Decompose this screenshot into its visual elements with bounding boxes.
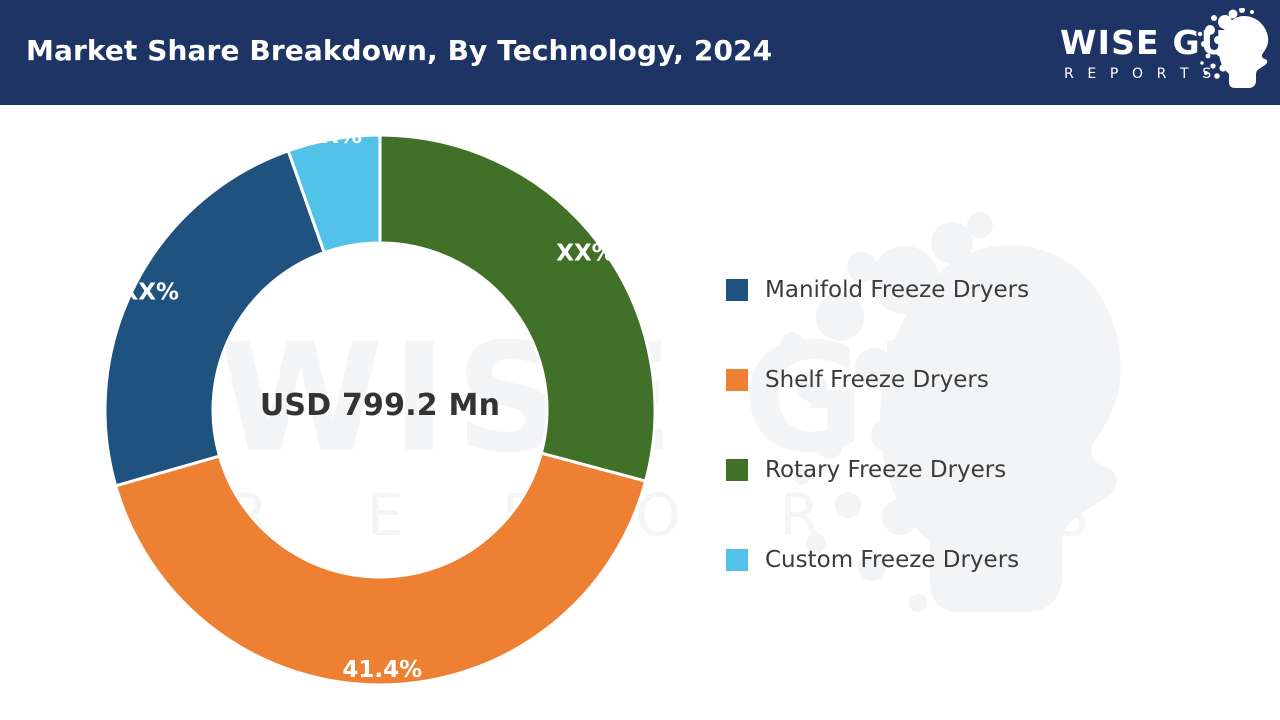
legend-swatch-icon [726, 549, 748, 571]
header-bar: Market Share Breakdown, By Technology, 2… [0, 0, 1280, 105]
donut-center-label: USD 799.2 Mn [259, 388, 501, 423]
chart-legend: Manifold Freeze Dryers Shelf Freeze Drye… [726, 245, 1146, 605]
legend-item[interactable]: Shelf Freeze Dryers [726, 335, 1146, 425]
legend-item-label: Custom Freeze Dryers [765, 547, 1020, 573]
donut-slice[interactable] [378, 133, 657, 484]
donut-slice-label: XX% [303, 123, 362, 149]
logo-head-icon [1197, 8, 1269, 88]
legend-swatch-icon [726, 369, 748, 391]
legend-swatch-icon [726, 279, 748, 301]
legend-item-label: Manifold Freeze Dryers [765, 277, 1030, 303]
legend-item-label: Rotary Freeze Dryers [765, 457, 1007, 483]
donut-slice[interactable] [103, 148, 327, 488]
donut-slices [103, 133, 657, 687]
legend-item-label: Shelf Freeze Dryers [765, 367, 989, 393]
donut-chart: XX% 41.4% XX% XX% USD 799.2 Mn [0, 105, 760, 720]
donut-slice-labels: XX% 41.4% XX% XX% [120, 123, 614, 683]
donut-slice-label: XX% [120, 279, 179, 305]
wise-guy-reports-logo: WISE GUY R E P O R T S [1060, 8, 1269, 88]
donut-slice[interactable] [286, 133, 382, 255]
legend-item[interactable]: Custom Freeze Dryers [726, 515, 1146, 605]
donut-slice-label: 41.4% [342, 657, 422, 683]
donut-slice-label: XX% [556, 240, 615, 266]
donut-slice[interactable] [113, 451, 648, 687]
donut-chart-svg: XX% 41.4% XX% XX% [103, 123, 657, 687]
legend-swatch-icon [726, 459, 748, 481]
legend-item[interactable]: Manifold Freeze Dryers [726, 245, 1146, 335]
legend-item[interactable]: Rotary Freeze Dryers [726, 425, 1146, 515]
logo-wordmark-secondary: R E P O R T S [1064, 66, 1216, 82]
page-title: Market Share Breakdown, By Technology, 2… [26, 34, 773, 67]
